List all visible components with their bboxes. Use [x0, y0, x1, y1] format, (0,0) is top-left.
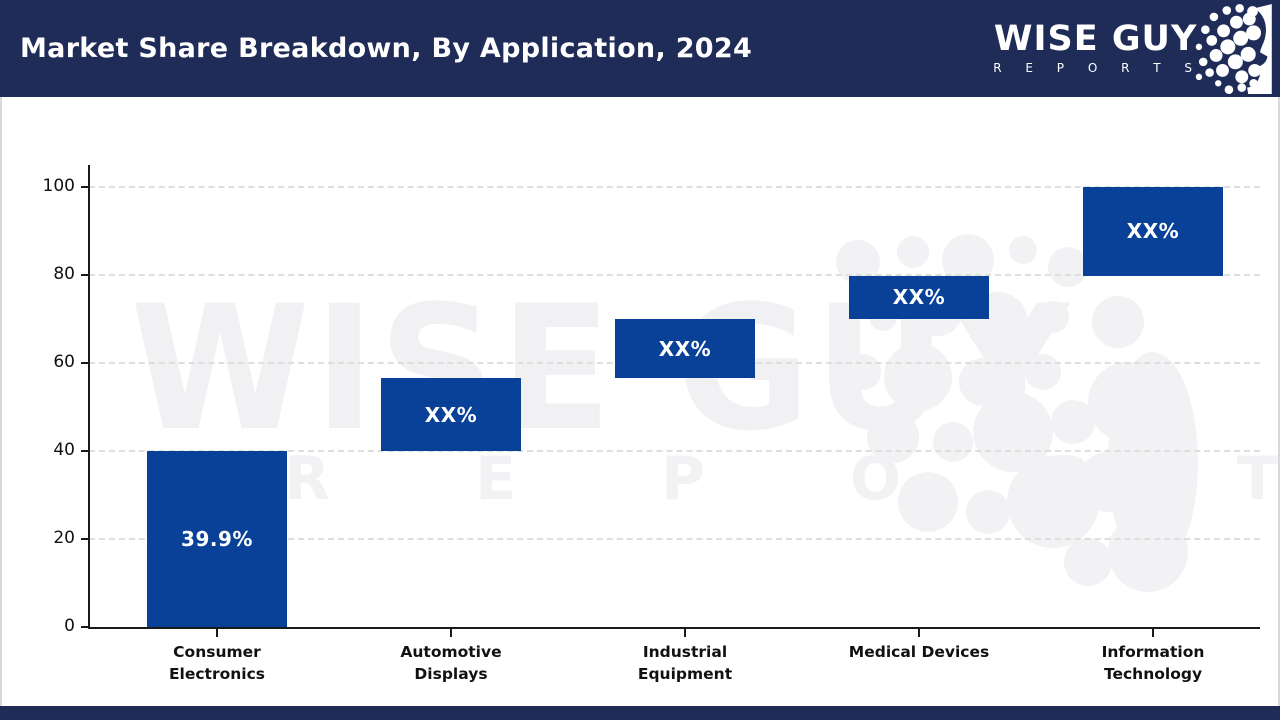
bar: XX%: [615, 319, 755, 379]
grid-line: [89, 274, 1260, 276]
header: Market Share Breakdown, By Application, …: [0, 0, 1280, 97]
y-tick: [81, 274, 89, 276]
y-tick: [81, 450, 89, 452]
plot: 0 20 40 60 80 100 39.9% Consumer Electronics XX%…: [2, 97, 1278, 706]
bar-value-label: XX%: [424, 402, 478, 427]
grid-line: [89, 538, 1260, 540]
y-tick-label: 40: [53, 440, 75, 460]
x-tick: [1152, 629, 1154, 637]
y-tick: [81, 362, 89, 364]
x-tick: [684, 629, 686, 637]
x-axis-line: [88, 627, 1260, 629]
logo-word: WISE GUY: [993, 19, 1198, 59]
logo-wordmark: WISE GUY R E P O R T S: [989, 19, 1202, 76]
y-tick-label: 60: [53, 352, 75, 372]
footer-bar: [0, 706, 1280, 720]
bar: XX%: [381, 378, 521, 452]
y-tick-label: 80: [53, 264, 75, 284]
y-tick-label: 100: [42, 176, 75, 196]
x-tick-label: Information Technology: [1101, 643, 1205, 683]
y-tick: [81, 186, 89, 188]
x-tick-label: Automotive Displays: [400, 643, 502, 683]
y-tick: [81, 626, 89, 628]
bar-value-label: XX%: [1126, 219, 1180, 244]
wiseguy-logo: WISE GUY R E P O R T S: [989, 3, 1272, 94]
x-tick-label: Medical Devices: [848, 643, 990, 661]
y-tick-label: 20: [53, 528, 75, 548]
chart-area: WISE GUY R E P O R T S 02040608010039.9%…: [0, 97, 1280, 706]
logo-subtext: R E P O R T S: [993, 61, 1202, 75]
x-tick-label: Consumer Electronics: [168, 643, 266, 683]
bar: 39.9%: [147, 451, 287, 627]
grid-line: [89, 450, 1260, 452]
bar-value-label: XX%: [658, 336, 712, 361]
y-tick: [81, 538, 89, 540]
page-title: Market Share Breakdown, By Application, …: [20, 33, 753, 64]
x-tick: [450, 629, 452, 637]
y-axis-line: [88, 165, 90, 629]
bar-value-label: XX%: [892, 285, 946, 310]
y-tick-label: 0: [64, 616, 75, 636]
x-tick: [918, 629, 920, 637]
wiseguy-face-logo-icon: [1195, 3, 1272, 94]
x-tick-label: Industrial Equipment: [637, 643, 733, 683]
bar: XX%: [849, 275, 989, 319]
x-tick: [216, 629, 218, 637]
bar: XX%: [1083, 187, 1223, 276]
grid-line: [89, 186, 1260, 188]
bar-value-label: 39.9%: [181, 527, 253, 552]
